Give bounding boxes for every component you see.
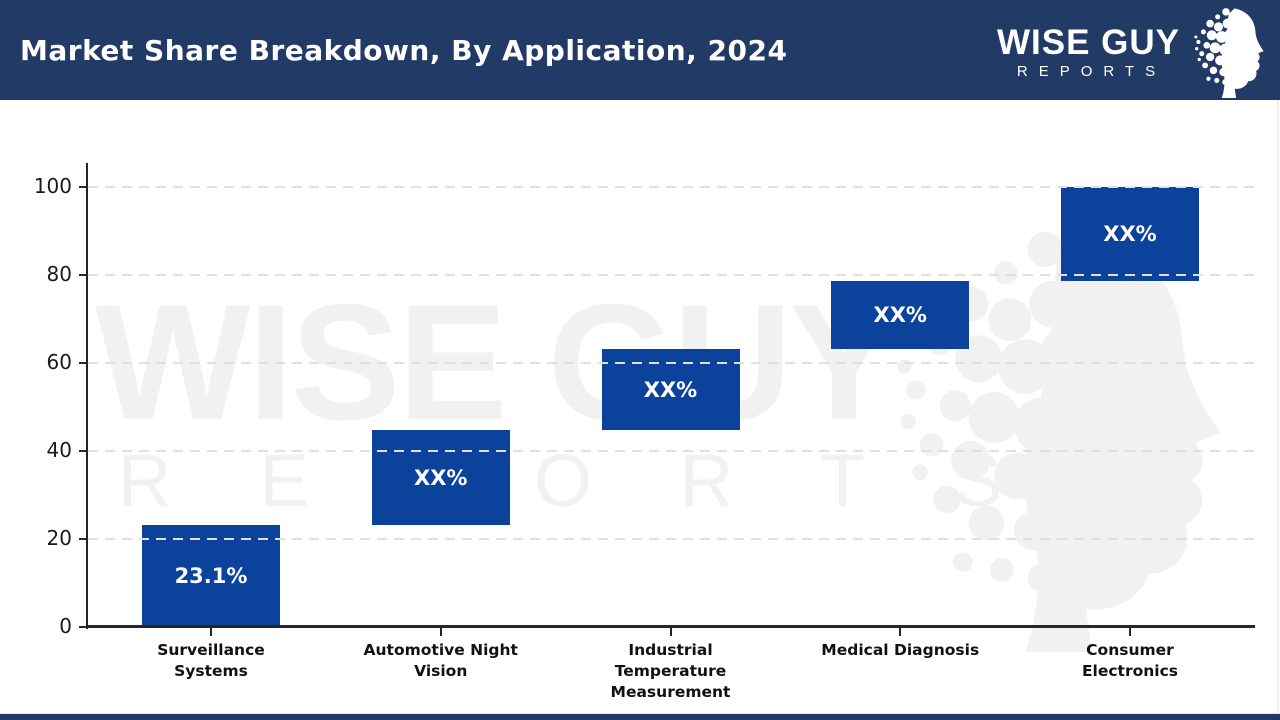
y-tick-label: 60	[46, 349, 72, 374]
y-tick-label: 80	[46, 261, 72, 286]
bar-value-label: XX%	[414, 465, 468, 490]
y-tick-mark	[79, 449, 88, 452]
brand-logo-text: WISE GUY REPORTS	[996, 22, 1180, 80]
grid-line	[88, 186, 1255, 188]
x-category-label: Medical Diagnosis	[821, 641, 980, 659]
brand-logo: WISE GUY REPORTS	[997, 6, 1270, 98]
x-category-label: Industrial Temperature Measurement	[610, 641, 731, 701]
brand-name: WISE GUY	[996, 22, 1180, 62]
bar-segment	[142, 524, 280, 627]
y-axis-line	[86, 163, 88, 629]
y-tick-mark	[79, 625, 88, 628]
y-tick-label: 0	[59, 613, 72, 638]
bar-segment	[1061, 187, 1199, 282]
y-tick-label: 40	[46, 437, 72, 462]
y-tick-mark	[79, 186, 88, 188]
head-profile-icon	[1194, 8, 1264, 98]
x-tick-mark	[669, 627, 672, 636]
y-tick-label: 100	[33, 174, 72, 198]
right-border-line	[1277, 100, 1279, 714]
bar-segment	[831, 281, 970, 350]
brand-subtitle: REPORTS	[1016, 62, 1167, 80]
y-tick-mark	[79, 537, 88, 540]
y-tick-label: 20	[46, 525, 72, 550]
grid-line	[88, 449, 1255, 452]
x-tick-mark	[210, 627, 212, 636]
header: Market Share Breakdown, By Application, …	[0, 0, 1280, 100]
bar-value-label: XX%	[873, 303, 927, 328]
y-tick-mark	[79, 273, 88, 276]
bar-value-label: 23.1%	[174, 563, 248, 588]
x-category-label: Surveillance Systems	[157, 641, 265, 680]
bar-value-label: XX%	[643, 377, 698, 402]
bar-value-label: XX%	[1103, 222, 1157, 247]
watermark-brand-subtitle: REPORTS	[118, 439, 1091, 522]
x-category-label: Automotive Night Vision	[363, 641, 518, 680]
grid-line	[88, 273, 1255, 276]
grid-line	[88, 361, 1255, 364]
grid-line	[88, 537, 1255, 540]
y-tick-mark	[79, 361, 88, 364]
page-title: Market Share Breakdown, By Application, …	[20, 33, 788, 67]
x-category-label: Consumer Electronics	[1081, 641, 1179, 680]
bar-segment	[371, 430, 510, 525]
footer-bar	[0, 713, 1280, 720]
x-axis-line	[86, 625, 1255, 628]
x-tick-mark	[439, 627, 442, 636]
x-tick-mark	[1129, 627, 1131, 636]
x-tick-mark	[899, 627, 902, 636]
